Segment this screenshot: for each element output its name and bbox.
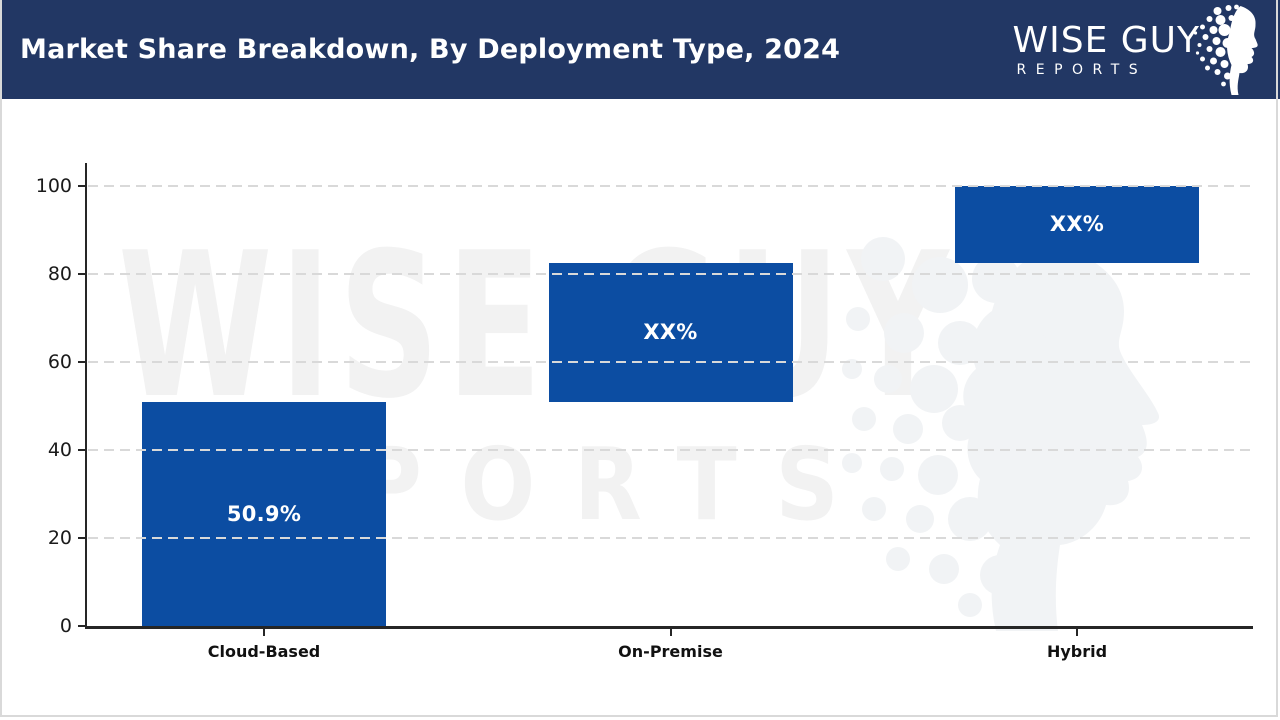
gridline-100	[88, 184, 1253, 187]
x-axis-category-label-cloud-based: Cloud-Based	[207, 642, 321, 661]
gridline-20	[88, 536, 1253, 539]
x-axis-tick-mark	[263, 629, 265, 636]
logo-wordmark: WISE GUY	[1012, 19, 1200, 61]
header-bar: Market Share Breakdown, By Deployment Ty…	[0, 0, 1280, 99]
y-axis-tick-mark	[78, 184, 86, 187]
bar-hybrid: XX%	[955, 185, 1199, 264]
y-axis-tick-label: 100	[35, 174, 72, 197]
gridline-60	[88, 360, 1253, 363]
x-axis-tick-mark	[1076, 629, 1078, 636]
y-axis-tick-mark	[78, 272, 86, 275]
y-axis-line	[85, 163, 87, 629]
x-axis-tick-mark	[669, 629, 672, 636]
bar-cloud-based: 50.9%	[142, 401, 386, 626]
page-title: Market Share Breakdown, By Deployment Ty…	[20, 34, 841, 65]
y-axis-tick-mark	[78, 448, 86, 451]
logo-subtext: REPORTS	[1016, 61, 1148, 78]
wiseguy-logo: WISE GUY REPORTS	[1013, 0, 1275, 99]
y-axis-tick-mark	[78, 625, 86, 627]
bar-value-label: XX%	[643, 320, 698, 345]
bar-value-label: 50.9%	[226, 501, 302, 526]
chart-area: WISE GUY REPORTS 50.9% XX% XX% 0 20 40 60 80 100…	[0, 99, 1280, 720]
bar-value-label: XX%	[1049, 212, 1105, 237]
y-axis-tick-label: 0	[59, 615, 72, 637]
y-axis-tick-label: 80	[47, 262, 72, 285]
y-axis-tick-label: 40	[47, 438, 72, 461]
y-axis-tick-mark	[78, 360, 86, 363]
gridline-40	[88, 448, 1253, 451]
bar-on-premise: XX%	[548, 263, 793, 402]
gridline-80	[88, 272, 1253, 275]
y-axis-tick-mark	[78, 536, 86, 539]
logo-head-icon	[1193, 4, 1258, 95]
y-axis-tick-label: 20	[47, 526, 72, 549]
x-axis-category-label-on-premise: On-Premise	[618, 642, 723, 661]
plot-region: 50.9% XX% XX% 0 20 40 60 80 100 Cloud-Based On-Pre…	[0, 99, 1280, 720]
x-axis-line	[85, 626, 1253, 629]
y-axis-tick-label: 60	[47, 350, 72, 373]
logo-text: WISE GUY REPORTS	[1012, 19, 1201, 78]
x-axis-category-label-hybrid: Hybrid	[1046, 642, 1108, 661]
